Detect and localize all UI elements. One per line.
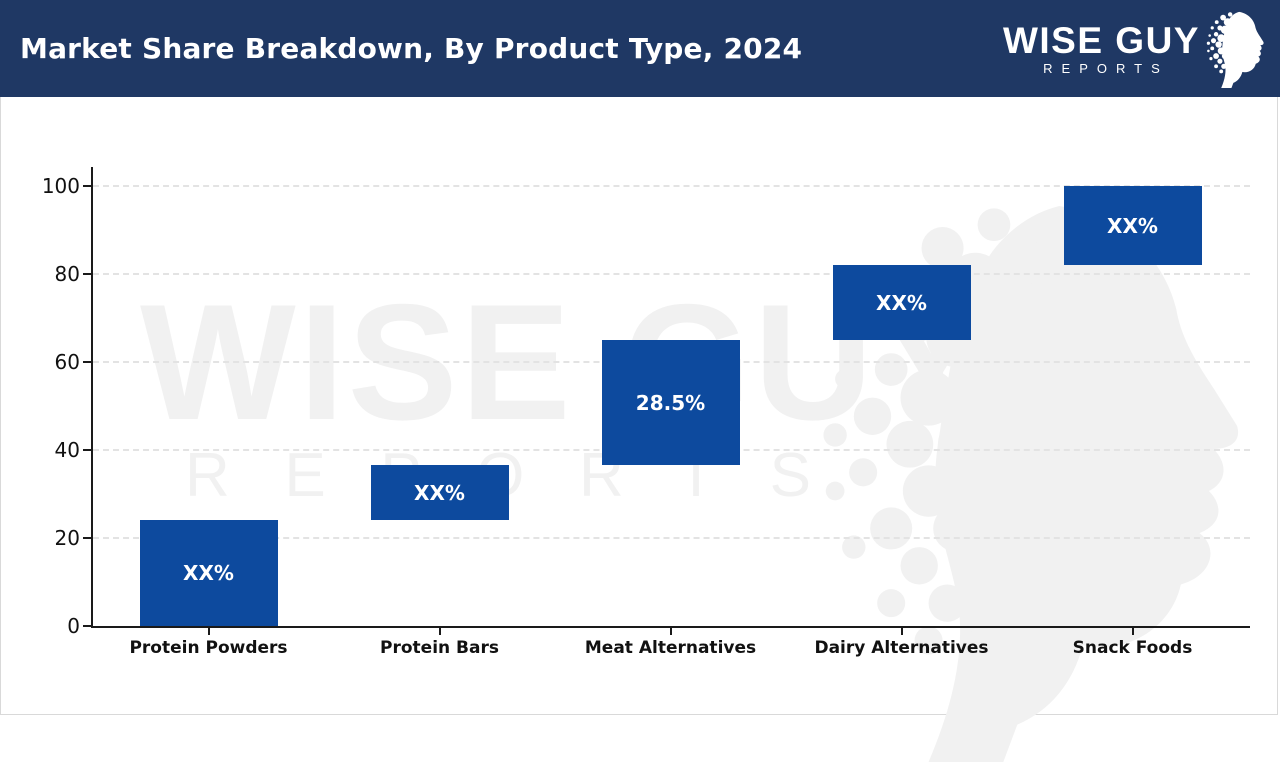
brand-wordmark: WISE GUY: [1002, 20, 1200, 61]
y-tick-label: 40: [54, 438, 80, 462]
brand-subtext: REPORTS: [1043, 61, 1169, 76]
x-category-label: Protein Bars: [380, 638, 499, 658]
brand-logo: WISE GUY REPORTS: [1003, 9, 1266, 89]
y-tick-mark: [83, 625, 92, 627]
x-tick-mark: [438, 628, 441, 635]
y-tick-label: 100: [41, 174, 80, 198]
y-tick-mark: [83, 449, 92, 451]
dotted-head-profile-icon: [1206, 11, 1264, 88]
page-title: Market Share Breakdown, By Product Type,…: [20, 32, 803, 65]
x-tick-mark: [207, 628, 210, 635]
y-tick-label: 20: [54, 526, 80, 550]
y-tick-mark: [83, 361, 92, 363]
x-tick-mark: [669, 628, 672, 635]
x-category-label: Protein Powders: [129, 638, 288, 658]
chart-canvas: WISE GUY REPORTS 0 20 40 60 80 100 XX% Protein …: [0, 97, 1280, 762]
y-tick-label: 80: [54, 262, 80, 286]
y-axis-line: [91, 167, 93, 628]
x-category-label: Meat Alternatives: [584, 638, 757, 658]
bar-segment: XX%: [1063, 186, 1202, 266]
x-category-label: Snack Foods: [1072, 638, 1193, 658]
bar-value-label: XX%: [414, 480, 465, 505]
bar-segment: XX%: [139, 520, 278, 626]
bar-segment: 28.5%: [601, 340, 740, 466]
x-tick-mark: [900, 628, 903, 635]
bar-segment: XX%: [832, 265, 971, 340]
y-gridline: [93, 537, 1250, 539]
bar-value-label: XX%: [183, 561, 234, 586]
y-tick-mark: [83, 537, 92, 539]
brand-logo-text: WISE GUY REPORTS: [1003, 22, 1200, 75]
x-axis-line: [91, 626, 1250, 628]
y-tick-label: 60: [54, 350, 80, 374]
bar-value-label: 28.5%: [635, 390, 706, 415]
y-tick-label: 0: [67, 614, 80, 638]
y-gridline: [93, 185, 1250, 187]
x-category-label: Dairy Alternatives: [814, 638, 989, 658]
bar-value-label: XX%: [1107, 213, 1158, 238]
header: Market Share Breakdown, By Product Type,…: [0, 0, 1280, 97]
bar-segment: XX%: [370, 465, 509, 521]
y-tick-mark: [83, 273, 92, 275]
watermark-subtext: REPORTS: [185, 441, 866, 510]
x-tick-mark: [1131, 628, 1134, 635]
bar-value-label: XX%: [876, 290, 927, 315]
y-tick-mark: [83, 185, 92, 187]
y-gridline: [93, 273, 1250, 275]
